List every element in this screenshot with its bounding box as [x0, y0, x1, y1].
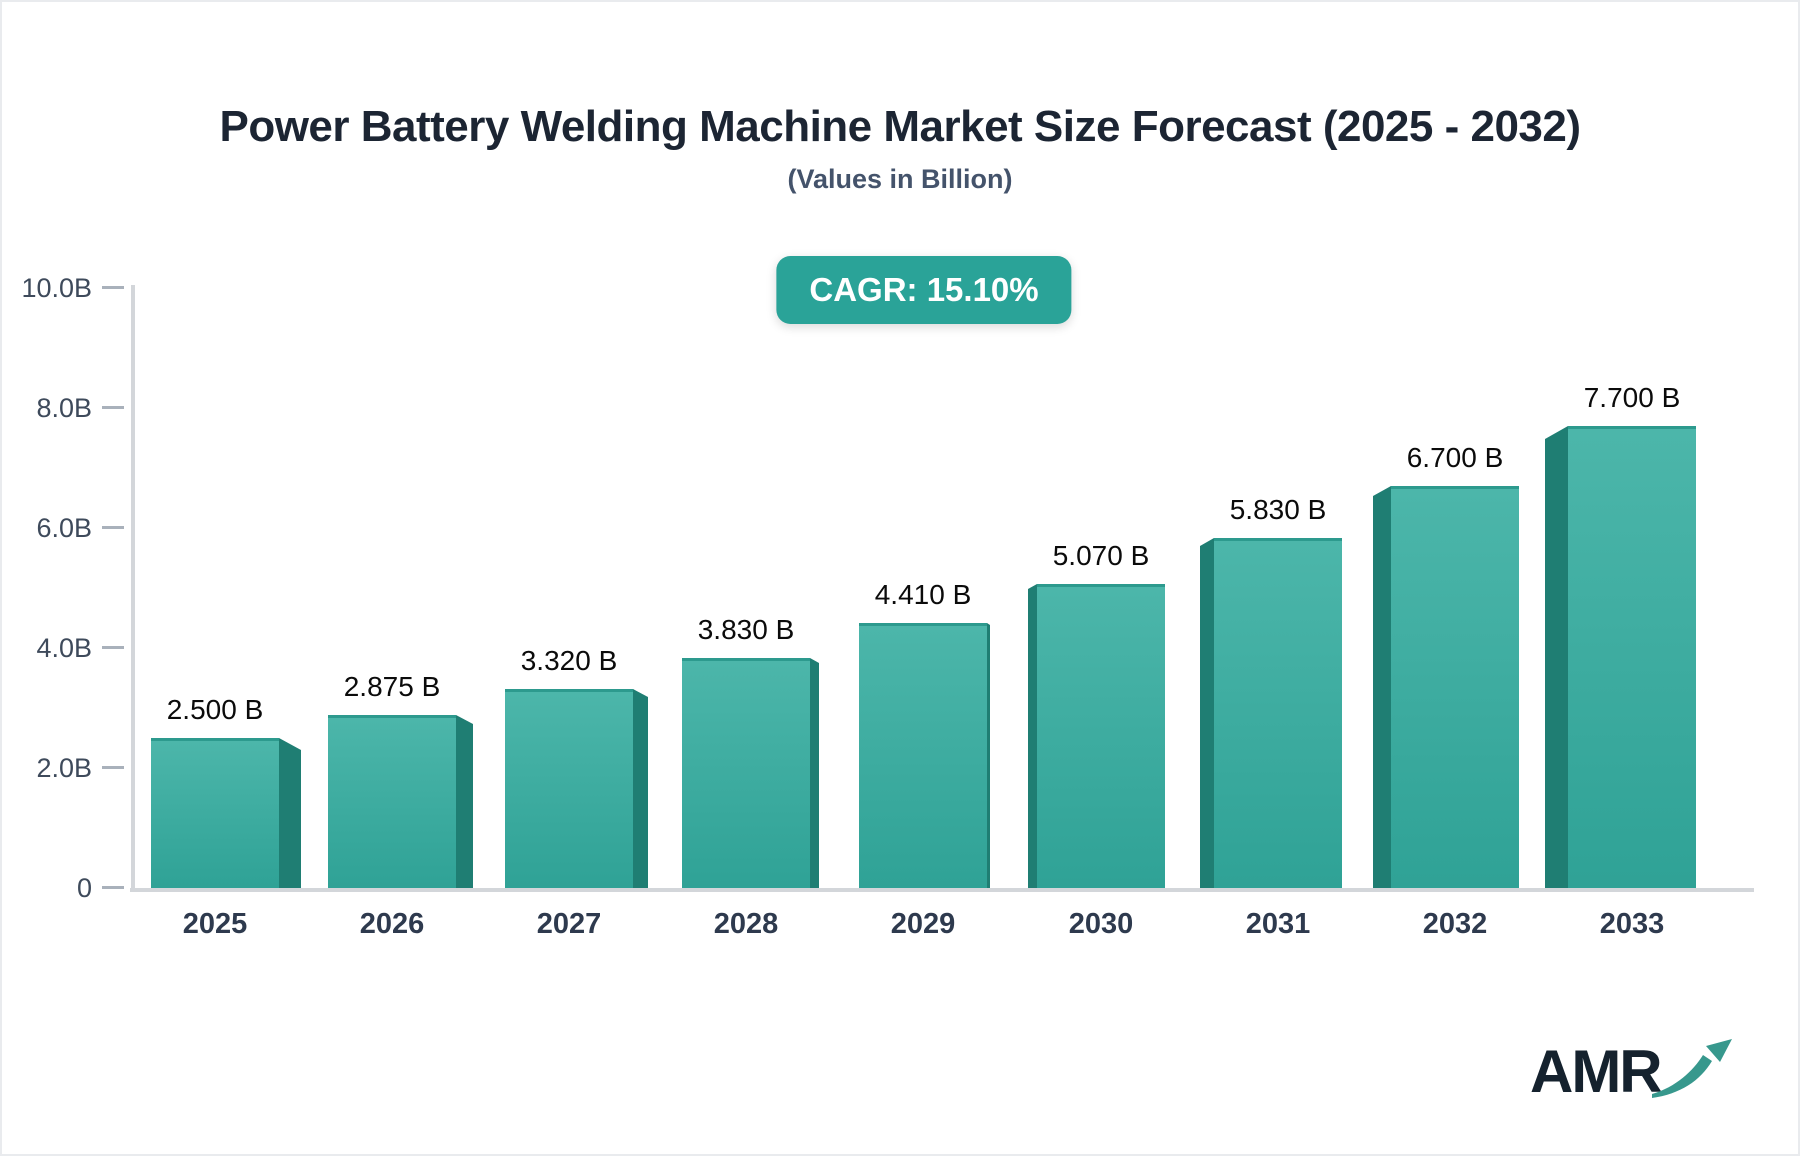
bar-value-label: 5.830 B: [1229, 494, 1327, 525]
y-tick-mark: [102, 886, 124, 889]
bar-2032: [1391, 486, 1519, 888]
y-tick-label: 6.0B: [36, 513, 92, 543]
bar-2027: [505, 689, 633, 888]
y-tick-label: 4.0B: [36, 633, 92, 663]
bar-side-face-2027: [633, 689, 648, 888]
y-tick-mark: [102, 286, 124, 289]
bar-value-label: 5.070 B: [1052, 540, 1150, 571]
x-axis-label-2030: 2030: [1068, 908, 1134, 940]
bar-2026: [328, 715, 456, 888]
x-axis-label-2029: 2029: [890, 908, 956, 940]
y-tick-label: 0: [76, 873, 92, 903]
amr-logo-arrow-icon: [1652, 1039, 1732, 1098]
amr-logo-text: AMR: [1530, 1038, 1663, 1105]
bar-2033: [1568, 426, 1696, 888]
y-axis-line: [131, 285, 135, 892]
bar-side-face-2030: [1028, 584, 1037, 888]
chart-title: Power Battery Welding Machine Market Siz…: [219, 102, 1581, 151]
x-axis-label-2025: 2025: [182, 908, 248, 940]
x-axis-label-2032: 2032: [1422, 908, 1488, 940]
bar-2025: [151, 738, 279, 888]
y-tick-mark: [102, 646, 124, 649]
y-tick-mark: [102, 406, 124, 409]
x-axis-label-2027: 2027: [536, 908, 602, 940]
y-tick-mark: [102, 766, 124, 769]
x-axis-label-2033: 2033: [1599, 908, 1665, 940]
bar-side-face-2033: [1545, 426, 1568, 888]
x-axis-label-2031: 2031: [1245, 908, 1311, 940]
chart-subtitle: (Values in Billion): [787, 164, 1013, 194]
y-tick-label: 10.0B: [21, 273, 92, 303]
bar-side-face-2028: [810, 658, 819, 888]
bar-side-face-2026: [456, 715, 473, 888]
bar-side-face-2025: [279, 738, 301, 888]
y-tick-label: 8.0B: [36, 393, 92, 423]
bar-side-face-2032: [1373, 486, 1391, 888]
bar-value-label: 3.320 B: [520, 645, 618, 676]
bar-side-face-2031: [1200, 538, 1214, 888]
cagr-badge: CAGR: 15.10%: [776, 256, 1072, 324]
bar-value-label: 6.700 B: [1406, 442, 1504, 473]
x-axis-label-2026: 2026: [359, 908, 425, 940]
bar-side-face-2029: [987, 623, 990, 888]
bar-2029: [859, 623, 987, 888]
bar-value-label: 2.500 B: [166, 694, 264, 725]
bar-2030: [1037, 584, 1165, 888]
bar-value-label: 4.410 B: [874, 579, 972, 610]
amr-logo: AMR: [1530, 1032, 1732, 1127]
x-axis-label-2028: 2028: [713, 908, 779, 940]
bar-2028: [682, 658, 810, 888]
bar-value-label: 7.700 B: [1583, 382, 1681, 413]
bar-2031: [1214, 538, 1342, 888]
bar-value-label: 3.830 B: [697, 614, 795, 645]
bar-value-label: 2.875 B: [343, 671, 441, 702]
y-tick-mark: [102, 526, 124, 529]
x-axis-line: [130, 888, 1754, 892]
y-tick-label: 2.0B: [36, 753, 92, 783]
